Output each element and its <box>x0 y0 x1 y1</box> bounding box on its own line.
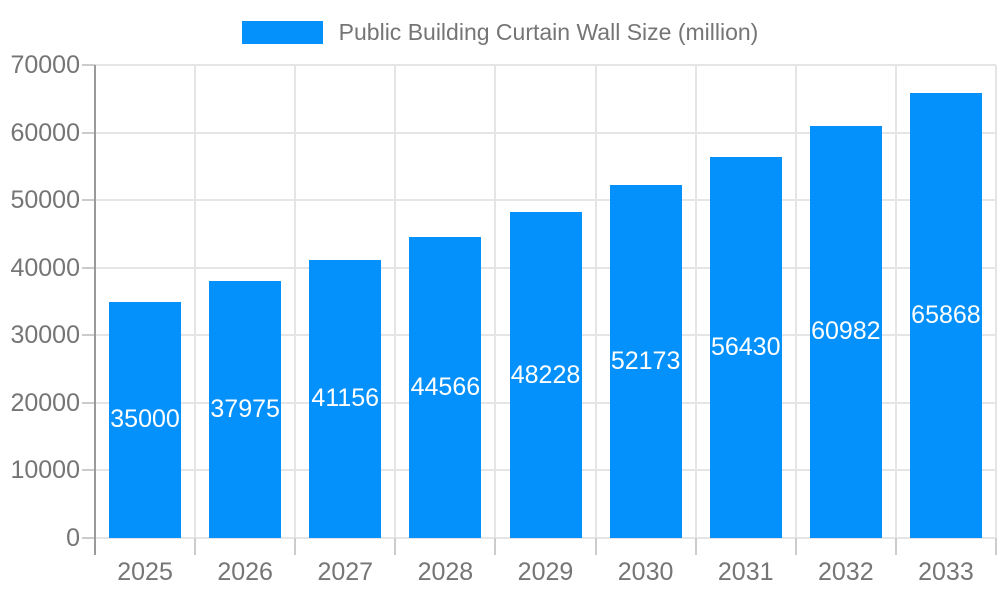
x-axis-label: 2033 <box>918 558 974 586</box>
bar-2031[interactable]: 56430 <box>709 156 782 538</box>
x-axis-tick <box>894 538 897 555</box>
bar-2026[interactable]: 37975 <box>209 281 282 538</box>
y-axis-tick <box>82 469 95 472</box>
v-gridline <box>194 65 197 538</box>
bar-value-label: 41156 <box>311 384 380 413</box>
v-gridline <box>894 65 897 538</box>
bar-value-label: 44566 <box>410 372 481 401</box>
bar-value-label: 60982 <box>811 317 881 346</box>
v-gridline <box>494 65 497 538</box>
y-axis-label: 0 <box>66 524 80 552</box>
plot-area: 35000 37975 41156 44566 48228 52173 56430 60982… <box>95 64 997 539</box>
bar-2030[interactable]: 52173 <box>609 185 682 538</box>
y-axis-tick <box>82 401 95 404</box>
y-axis-line <box>94 65 96 555</box>
x-axis-tick <box>494 538 497 555</box>
v-gridline <box>594 65 597 538</box>
x-axis-label: 2031 <box>717 558 774 586</box>
y-axis-tick <box>82 64 95 66</box>
x-axis-label: 2025 <box>117 558 173 586</box>
x-axis-tick <box>794 538 797 555</box>
bar-2027[interactable]: 41156 <box>309 259 382 538</box>
y-axis-tick <box>82 199 95 202</box>
bar-2028[interactable]: 44566 <box>409 236 482 538</box>
legend-label: Public Building Curtain Wall Size (milli… <box>338 18 759 45</box>
x-axis-tick <box>194 538 197 555</box>
y-axis-label: 50000 <box>10 186 80 215</box>
y-axis-label: 20000 <box>10 388 80 417</box>
bar-value-label: 35000 <box>110 405 180 434</box>
bar-value-label: 65868 <box>911 300 981 329</box>
bar-value-label: 37975 <box>210 395 280 424</box>
x-axis-tick <box>394 538 397 555</box>
bar-2029[interactable]: 48228 <box>509 212 582 538</box>
y-axis-tick <box>82 266 95 269</box>
h-gridline <box>95 131 996 134</box>
v-gridline <box>394 65 397 538</box>
h-gridline <box>95 199 996 202</box>
x-axis-tick <box>294 538 297 555</box>
bar-2032[interactable]: 60982 <box>809 125 882 538</box>
x-axis-tick <box>594 538 597 555</box>
y-axis-label: 70000 <box>10 51 80 79</box>
x-axis-label: 2028 <box>417 558 474 586</box>
h-gridline <box>95 537 996 539</box>
bar-value-label: 52173 <box>610 347 681 376</box>
x-axis-label: 2027 <box>317 558 374 586</box>
x-axis-tick <box>694 538 697 555</box>
legend-swatch-icon <box>241 20 323 44</box>
bar-value-label: 56430 <box>710 332 781 361</box>
y-axis-tick <box>82 131 95 134</box>
bar-2033[interactable]: 65868 <box>909 92 982 538</box>
x-axis-label: 2032 <box>818 558 874 586</box>
y-axis-label: 10000 <box>10 456 80 485</box>
legend[interactable]: Public Building Curtain Wall Size (milli… <box>0 14 1000 50</box>
x-axis-tick <box>995 538 997 555</box>
y-axis-label: 40000 <box>10 253 80 282</box>
v-gridline <box>694 65 697 538</box>
x-axis-label: 2029 <box>517 558 574 586</box>
v-gridline <box>294 65 297 538</box>
y-axis-label: 30000 <box>10 321 80 350</box>
bar-value-label: 48228 <box>510 360 581 389</box>
y-axis-label: 60000 <box>10 118 80 147</box>
v-gridline <box>794 65 797 538</box>
x-axis-label: 2026 <box>217 558 273 586</box>
y-axis-tick <box>82 334 95 337</box>
y-axis-tick <box>82 537 95 539</box>
bar-2025[interactable]: 35000 <box>109 301 182 538</box>
x-axis-label: 2030 <box>617 558 674 586</box>
v-gridline <box>995 65 997 538</box>
h-gridline <box>95 64 996 66</box>
